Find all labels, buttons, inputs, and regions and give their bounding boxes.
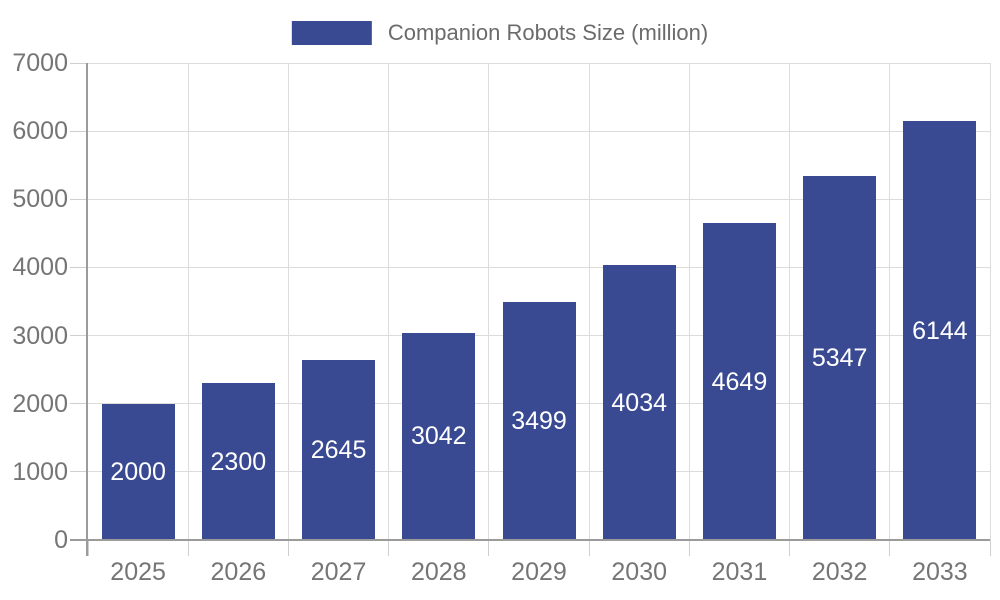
y-tick-mark [70, 335, 88, 337]
bar-2029[interactable] [502, 301, 576, 540]
bar-value-label: 3499 [511, 406, 567, 435]
bar-2028[interactable] [402, 332, 476, 540]
bar-value-label: 4649 [711, 367, 768, 396]
x-gridline [688, 63, 690, 540]
x-gridline [989, 63, 991, 540]
x-axis-line [70, 539, 990, 541]
x-tick-mark [287, 540, 289, 556]
bar-2031[interactable] [702, 223, 776, 540]
x-gridline [187, 63, 189, 540]
x-gridline [388, 63, 390, 540]
y-tick-mark [70, 471, 88, 473]
y-axis-label: 1000 [12, 457, 68, 486]
x-axis-label: 2031 [711, 558, 768, 586]
x-axis-label: 2025 [110, 558, 166, 586]
bar-value-label: 2300 [210, 447, 267, 476]
y-axis-line [86, 63, 88, 556]
y-axis-label: 4000 [12, 253, 68, 282]
x-tick-mark [488, 540, 490, 556]
y-tick-mark [70, 266, 88, 268]
x-axis-label: 2033 [912, 558, 968, 586]
bar-2025[interactable] [101, 403, 175, 540]
x-tick-mark [989, 540, 991, 556]
bar-value-label: 6144 [912, 316, 968, 345]
y-axis-label: 6000 [12, 117, 68, 146]
bar-2033[interactable] [903, 121, 977, 540]
x-tick-mark [789, 540, 791, 556]
x-tick-mark [889, 540, 891, 556]
x-tick-mark [688, 540, 690, 556]
bar-2027[interactable] [302, 359, 376, 540]
bar-2026[interactable] [201, 383, 275, 540]
y-tick-mark [70, 198, 88, 200]
x-axis-label: 2026 [210, 558, 267, 586]
x-tick-mark [588, 540, 590, 556]
y-gridline [88, 62, 990, 64]
x-gridline [789, 63, 791, 540]
x-tick-mark [388, 540, 390, 556]
y-axis-label: 3000 [12, 321, 68, 350]
x-gridline [287, 63, 289, 540]
y-gridline [88, 266, 990, 268]
x-tick-mark [187, 540, 189, 556]
legend-label: Companion Robots Size (million) [387, 20, 709, 45]
x-axis-label: 2029 [511, 558, 567, 586]
y-axis-label: 2000 [12, 389, 68, 418]
x-gridline [488, 63, 490, 540]
legend-swatch-icon [291, 21, 372, 45]
bar-value-label: 4034 [611, 388, 668, 417]
x-tick-mark [87, 540, 89, 556]
y-gridline [88, 130, 990, 132]
x-axis-label: 2027 [310, 558, 367, 586]
x-axis-label: 2032 [811, 558, 868, 586]
bar-value-label: 5347 [811, 343, 868, 372]
x-axis-label: 2030 [611, 558, 668, 586]
bar-value-label: 3042 [410, 422, 467, 451]
bar-2030[interactable] [602, 265, 676, 540]
y-gridline [88, 198, 990, 200]
bar-value-label: 2000 [110, 457, 166, 486]
y-axis-label: 7000 [12, 49, 68, 77]
y-tick-mark [70, 130, 88, 132]
y-axis-label: 5000 [12, 185, 68, 214]
bar-2032[interactable] [803, 175, 877, 540]
x-gridline [588, 63, 590, 540]
x-axis-label: 2028 [410, 558, 467, 586]
x-gridline [889, 63, 891, 540]
y-axis-label: 0 [54, 526, 68, 554]
y-tick-mark [70, 403, 88, 405]
legend[interactable]: Companion Robots Size (million) [291, 20, 709, 46]
y-tick-mark [70, 62, 88, 64]
bar-value-label: 2645 [310, 435, 367, 464]
